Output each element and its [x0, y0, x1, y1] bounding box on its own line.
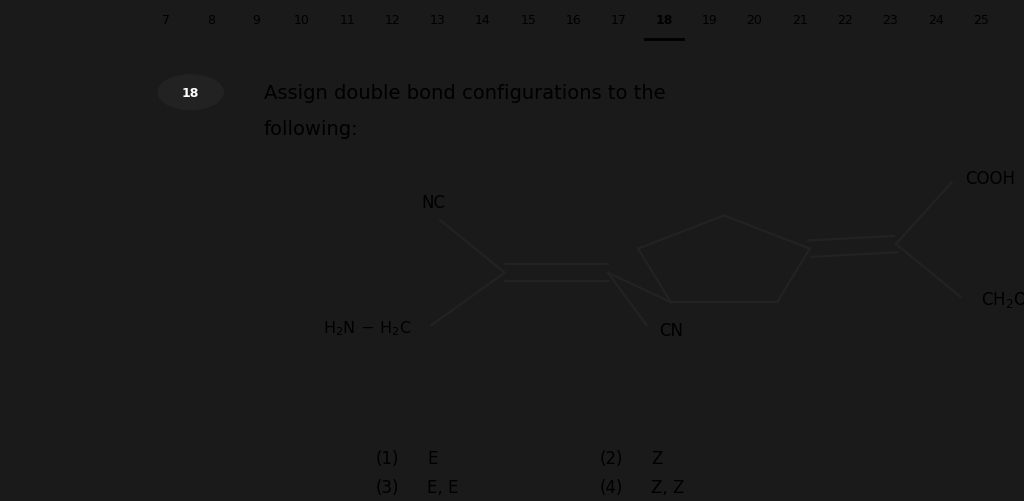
Text: 9: 9 — [253, 14, 260, 27]
Text: 25: 25 — [973, 14, 989, 27]
Text: (1): (1) — [376, 449, 399, 466]
Text: 21: 21 — [792, 14, 808, 27]
Text: NC: NC — [421, 193, 445, 211]
Text: (4): (4) — [599, 478, 623, 496]
Text: Z, Z: Z, Z — [651, 478, 684, 496]
Text: 23: 23 — [883, 14, 898, 27]
Text: 18: 18 — [182, 87, 200, 99]
Text: 10: 10 — [294, 14, 309, 27]
Text: 12: 12 — [384, 14, 400, 27]
Text: H$_2$N$\,-\,$H$_2$C: H$_2$N$\,-\,$H$_2$C — [323, 319, 412, 337]
Text: 24: 24 — [928, 14, 943, 27]
Text: 11: 11 — [339, 14, 355, 27]
Text: CN: CN — [658, 321, 683, 339]
Text: 18: 18 — [655, 14, 673, 27]
Text: 22: 22 — [838, 14, 853, 27]
Text: COOH: COOH — [966, 169, 1016, 187]
Text: Z: Z — [651, 449, 663, 466]
Circle shape — [158, 76, 223, 110]
Text: Assign double bond configurations to the: Assign double bond configurations to the — [264, 84, 666, 102]
Text: (3): (3) — [376, 478, 399, 496]
Text: following:: following: — [264, 120, 358, 139]
Text: CH$_2$OH: CH$_2$OH — [981, 289, 1024, 309]
Text: 17: 17 — [610, 14, 627, 27]
Text: 8: 8 — [207, 14, 215, 27]
Text: E: E — [427, 449, 437, 466]
Text: 20: 20 — [746, 14, 763, 27]
Text: E, E: E, E — [427, 478, 459, 496]
Text: 14: 14 — [475, 14, 490, 27]
Text: 15: 15 — [520, 14, 537, 27]
Text: 7: 7 — [162, 14, 170, 27]
Text: 13: 13 — [430, 14, 445, 27]
Text: (2): (2) — [599, 449, 623, 466]
Text: 19: 19 — [701, 14, 717, 27]
Text: 16: 16 — [565, 14, 582, 27]
